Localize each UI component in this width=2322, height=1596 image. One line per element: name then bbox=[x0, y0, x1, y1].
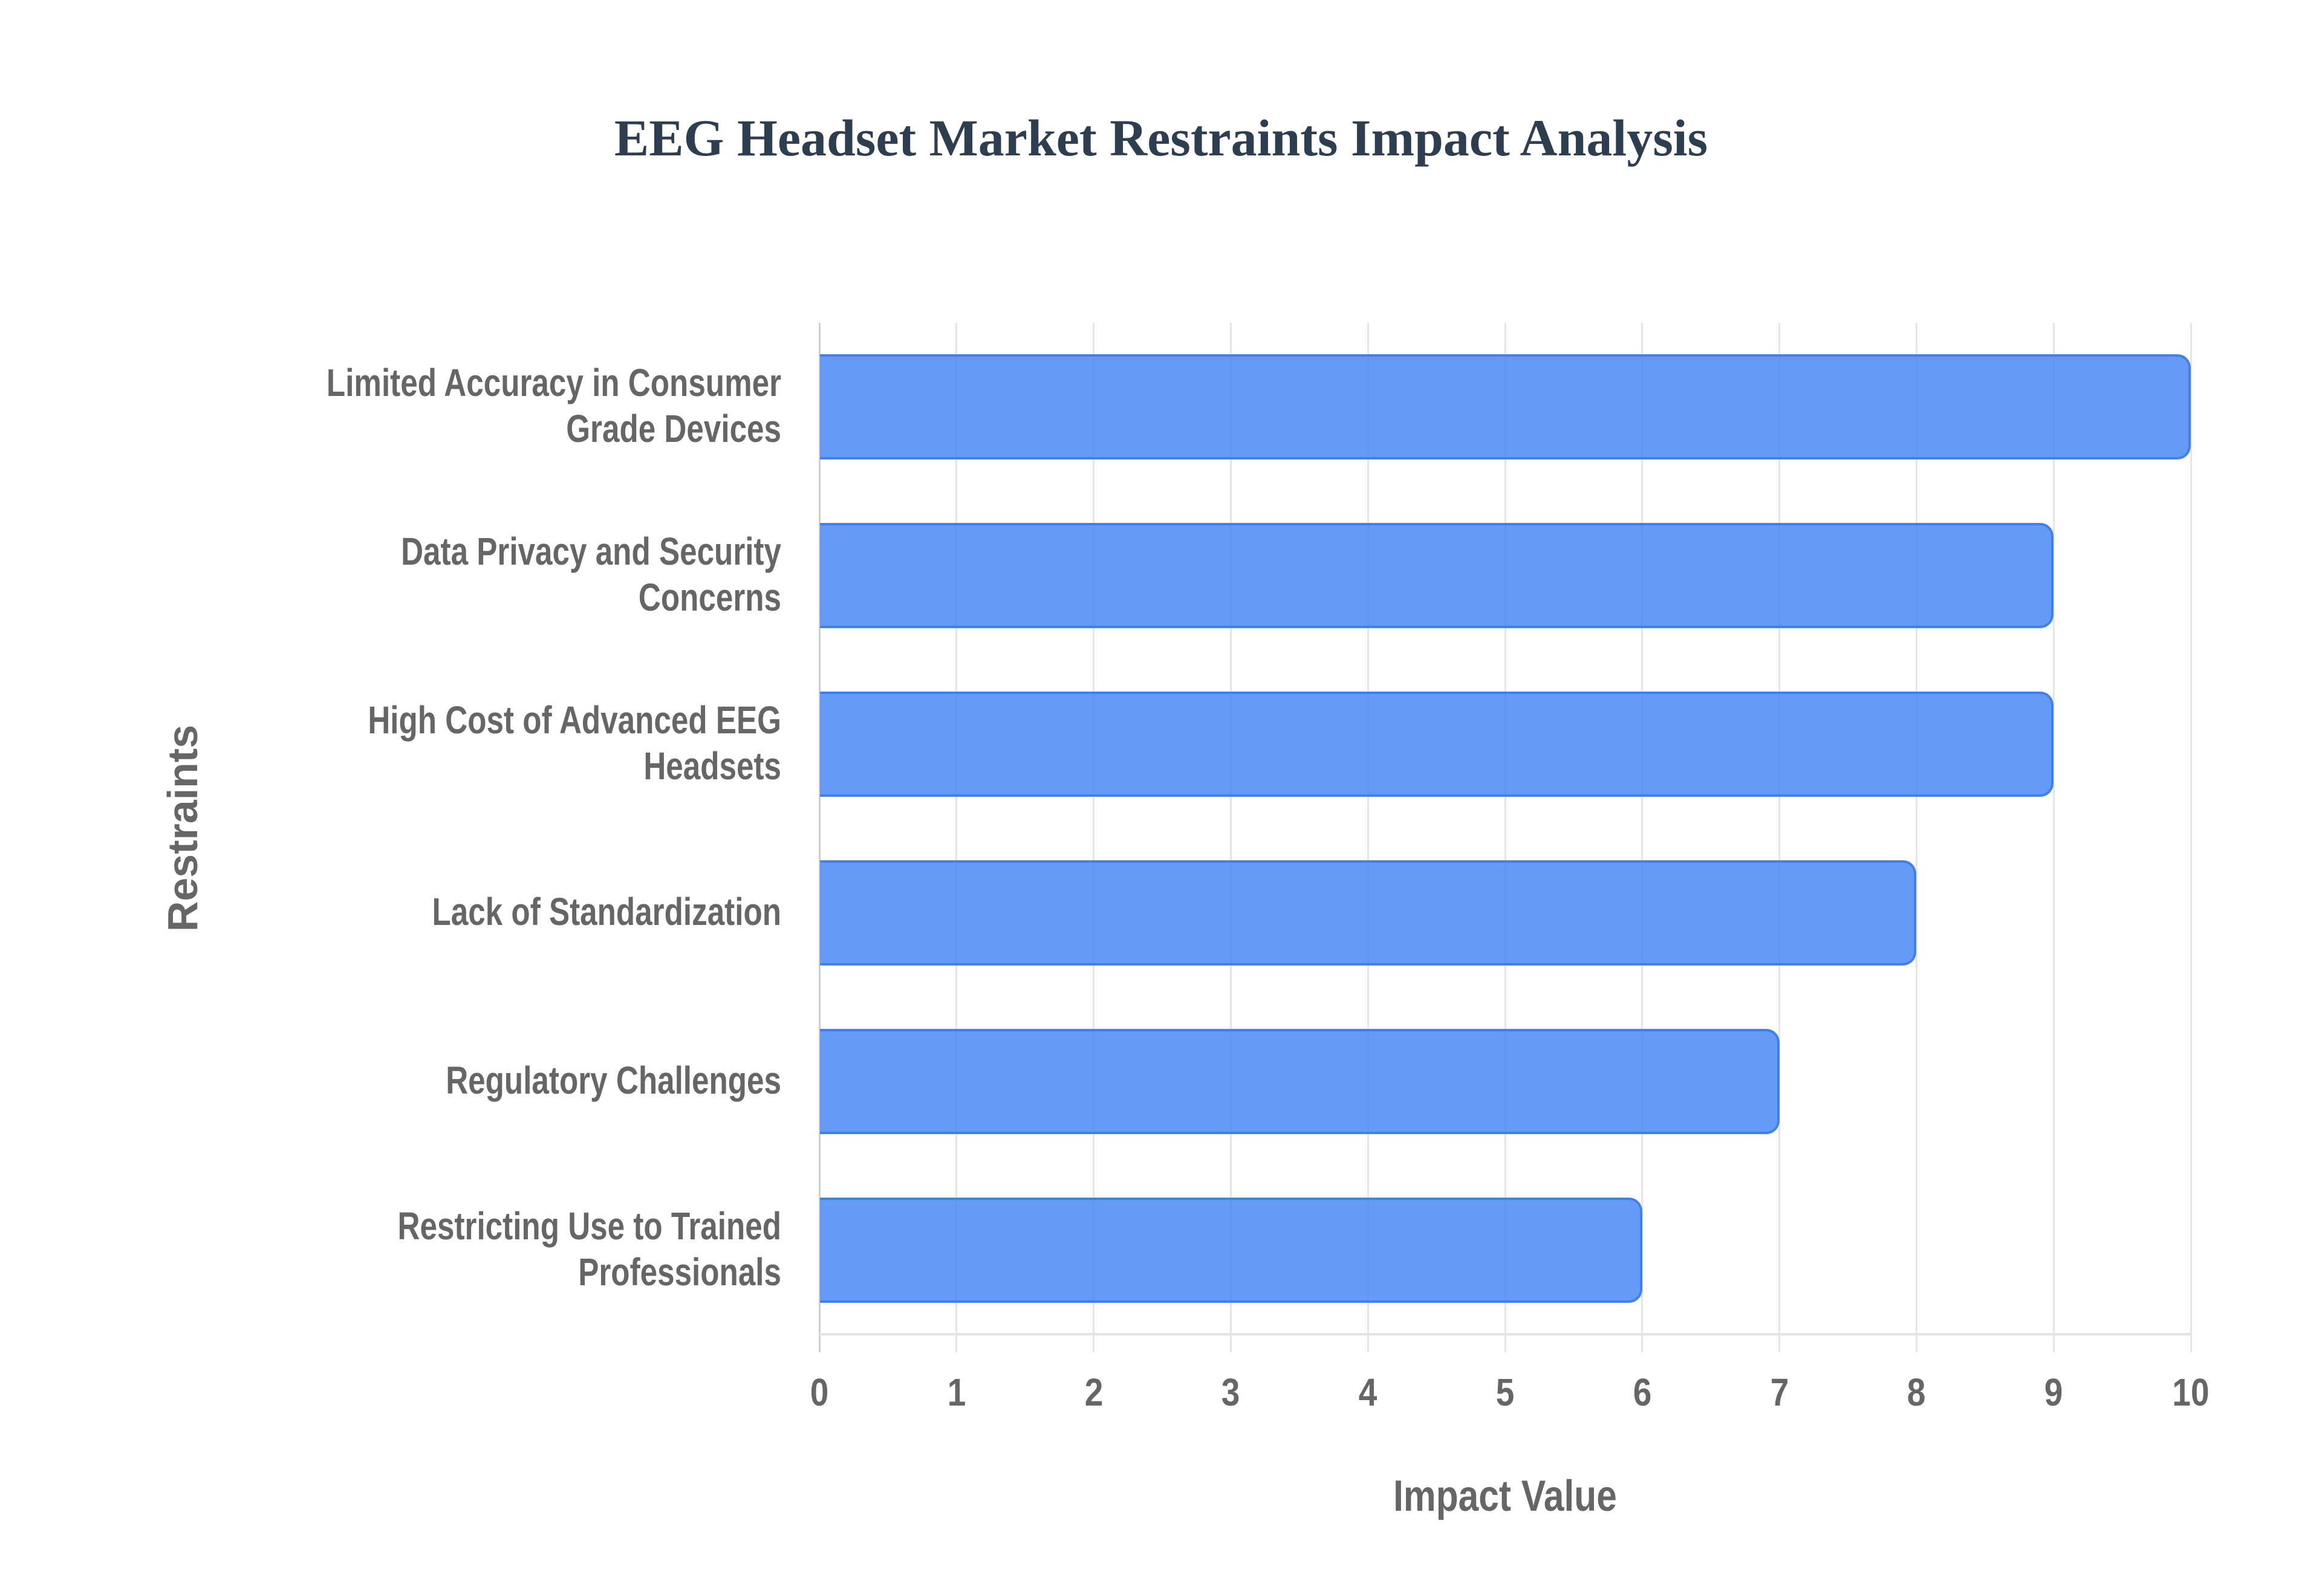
bar[interactable] bbox=[820, 860, 1917, 965]
gridline bbox=[2190, 323, 2192, 1352]
x-tick-label: 8 bbox=[1907, 1371, 1926, 1414]
x-tick-label: 9 bbox=[2044, 1371, 2063, 1414]
y-category-label-line: Concerns bbox=[638, 576, 781, 619]
y-category-label-line: Headsets bbox=[643, 744, 781, 788]
gridline bbox=[1778, 323, 1781, 1352]
y-category-label: High Cost of Advanced EEG Headsets bbox=[201, 697, 781, 789]
x-tick-label: 7 bbox=[1770, 1371, 1789, 1414]
y-category-label-line: Limited Accuracy in Consumer bbox=[326, 361, 781, 404]
bar[interactable] bbox=[820, 523, 2054, 628]
gridline bbox=[1915, 323, 1917, 1352]
x-tick-label: 0 bbox=[810, 1371, 829, 1414]
y-category-label: Data Privacy and Security Concerns bbox=[201, 528, 781, 620]
x-tick-label: 3 bbox=[1221, 1371, 1240, 1414]
y-category-label: Lack of Standardization bbox=[201, 889, 782, 935]
x-tick-label: 1 bbox=[947, 1371, 966, 1414]
gridline bbox=[1093, 323, 1095, 1352]
y-category-label: Limited Accuracy in Consumer Grade Device… bbox=[201, 360, 781, 452]
x-tick-label: 2 bbox=[1084, 1371, 1103, 1414]
y-axis-line bbox=[818, 323, 821, 1352]
x-axis-line bbox=[819, 1333, 2191, 1335]
gridline bbox=[1504, 323, 1506, 1352]
y-category-label-line: High Cost of Advanced EEG bbox=[368, 698, 781, 742]
y-category-label-line: Grade Devices bbox=[566, 407, 781, 450]
bar[interactable] bbox=[820, 1198, 1642, 1303]
gridline bbox=[955, 323, 958, 1352]
bar[interactable] bbox=[820, 1029, 1780, 1134]
y-category-label-line: Professionals bbox=[578, 1250, 781, 1294]
y-category-label: Regulatory Challenges bbox=[201, 1057, 781, 1103]
y-category-label-line: Regulatory Challenges bbox=[446, 1059, 781, 1102]
y-category-label-line: Data Privacy and Security bbox=[401, 530, 781, 573]
gridline bbox=[1229, 323, 1232, 1352]
bar[interactable] bbox=[820, 692, 2054, 797]
y-category-label-line: Lack of Standardization bbox=[432, 890, 782, 933]
y-category-label-line: Restricting Use to Trained bbox=[397, 1204, 781, 1248]
x-axis-title: Impact Value bbox=[1393, 1472, 1617, 1520]
x-tick-label: 6 bbox=[1633, 1371, 1652, 1414]
gridline bbox=[1367, 323, 1369, 1352]
y-category-label: Restricting Use to Trained Professionals bbox=[201, 1203, 781, 1295]
gridline bbox=[1641, 323, 1644, 1352]
gridline bbox=[2052, 323, 2055, 1352]
x-tick-label: 10 bbox=[2172, 1371, 2210, 1414]
bar[interactable] bbox=[820, 354, 2191, 459]
x-tick-label: 5 bbox=[1495, 1371, 1515, 1414]
x-tick-label: 4 bbox=[1358, 1371, 1377, 1414]
chart-title: EEG Headset Market Restraints Impact Ana… bbox=[614, 109, 1708, 167]
